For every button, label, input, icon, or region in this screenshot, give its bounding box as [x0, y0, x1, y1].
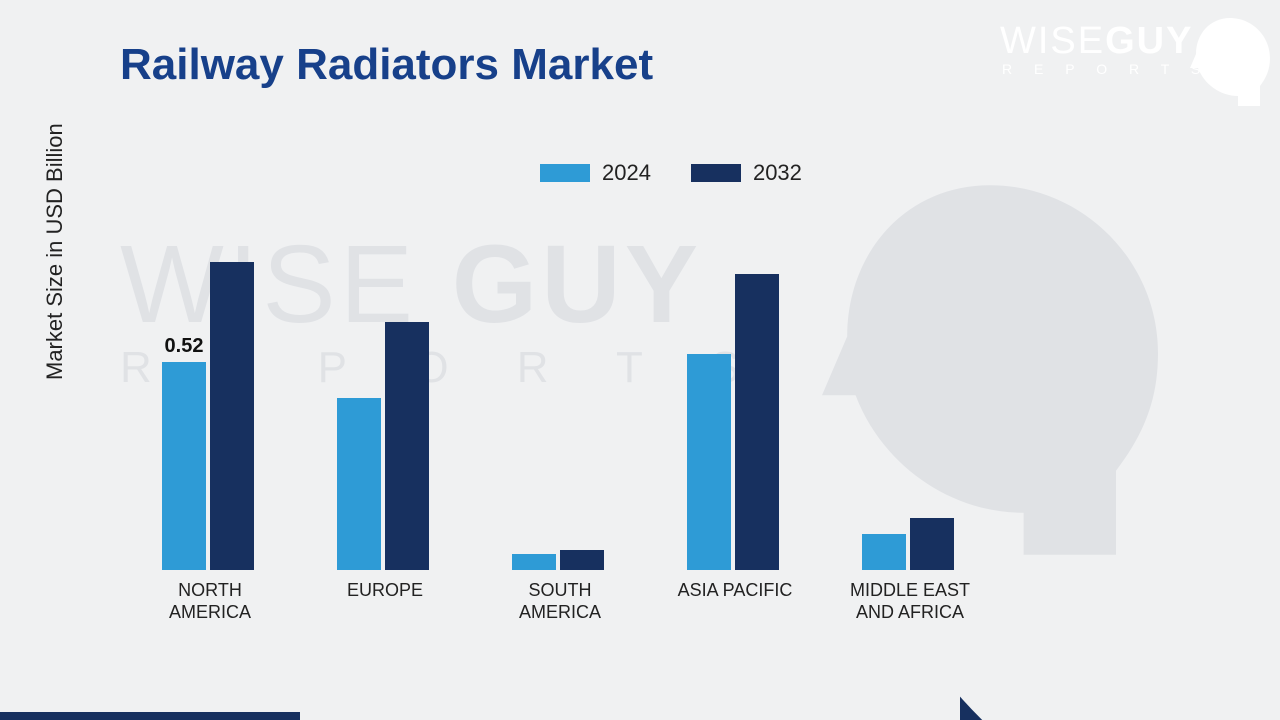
- bar-value-label: 0.52: [165, 335, 204, 358]
- brand-line2: R E P O R T S: [1002, 62, 1260, 76]
- brand-line1-light: WISE: [1000, 20, 1105, 62]
- legend-item: 2024: [540, 160, 651, 186]
- bar: [210, 262, 254, 570]
- stage: WISEGUY R E P O R T S WISE GUY R E P O R…: [0, 0, 1280, 720]
- bar: [512, 554, 556, 570]
- bar: 0.52: [162, 362, 206, 570]
- bar: [337, 398, 381, 570]
- bottom-accent-bar: [0, 712, 300, 720]
- bar: [687, 354, 731, 570]
- chart-ylabel: Market Size in USD Billion: [42, 123, 68, 380]
- legend-swatch: [691, 164, 741, 182]
- category-label: SOUTH AMERICA: [490, 580, 630, 623]
- chart-plot: 0.52NORTH AMERICAEUROPESOUTH AMERICAASIA…: [130, 170, 950, 570]
- brand-line1: WISEGUY: [1000, 22, 1260, 60]
- chart-legend: 2024 2032: [540, 160, 802, 186]
- legend-item: 2032: [691, 160, 802, 186]
- bar: [910, 518, 954, 570]
- brand-logo: WISEGUY R E P O R T S: [1000, 22, 1260, 76]
- category-label: ASIA PACIFIC: [665, 580, 805, 602]
- chart-area: Market Size in USD Billion 0.52NORTH AME…: [50, 150, 950, 710]
- legend-swatch: [540, 164, 590, 182]
- category-label: MIDDLE EAST AND AFRICA: [840, 580, 980, 623]
- bar: [862, 534, 906, 570]
- bar: [735, 274, 779, 570]
- bar: [560, 550, 604, 570]
- category-label: NORTH AMERICA: [140, 580, 280, 623]
- legend-label: 2032: [753, 160, 802, 186]
- chart-title: Railway Radiators Market: [120, 40, 653, 90]
- category-label: EUROPE: [315, 580, 455, 602]
- brand-line1-bold: GUY: [1105, 20, 1193, 62]
- bar: [385, 322, 429, 570]
- legend-label: 2024: [602, 160, 651, 186]
